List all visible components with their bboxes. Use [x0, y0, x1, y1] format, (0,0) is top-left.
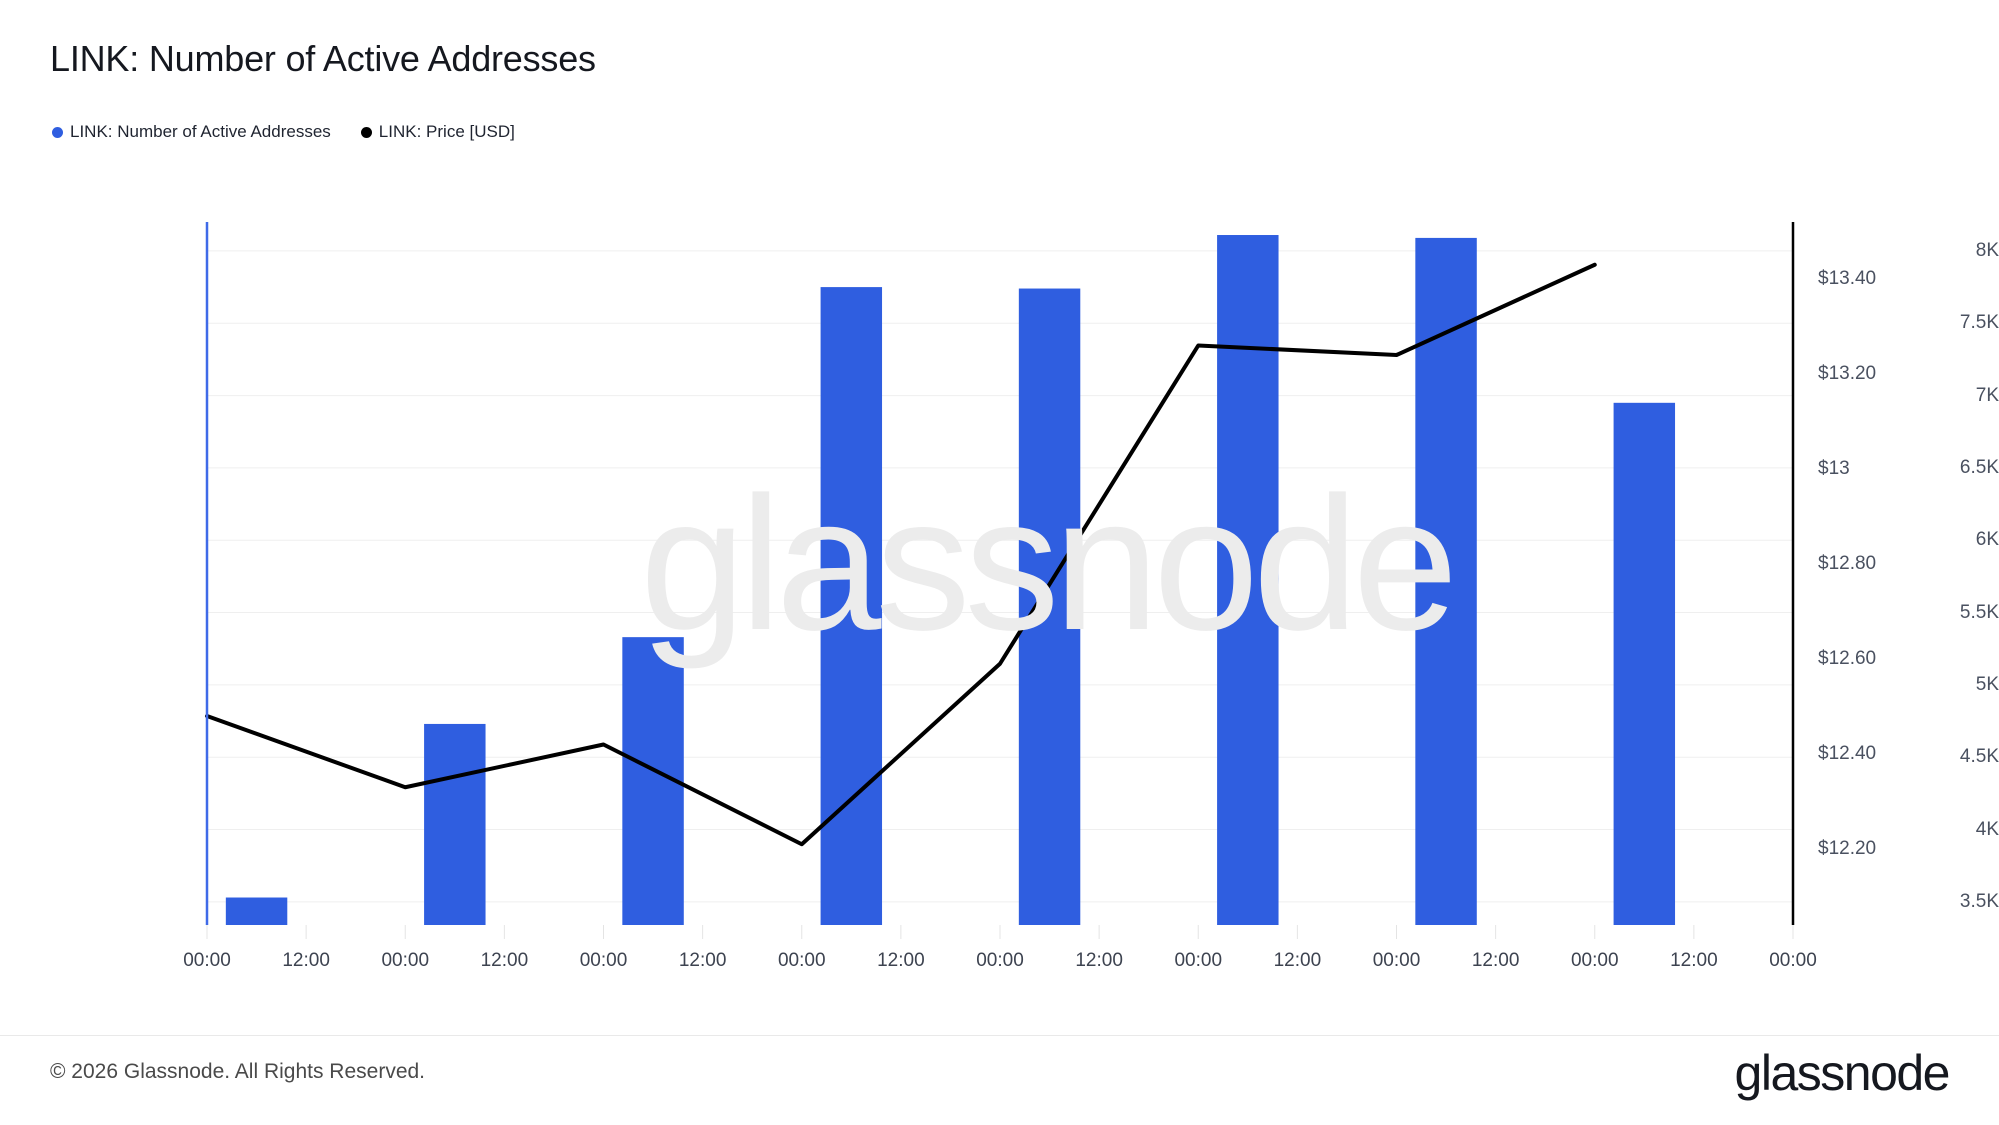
- plot-area: glassnode 3.5K 4K 4.5K 5K 5.5K 6K 6.5K 7K 7.5K 8K…: [183, 222, 1999, 971]
- circle-dot-icon: [360, 126, 372, 138]
- y-axis-right-tick-label: $13.40: [1818, 268, 1877, 289]
- copyright-text: © 2026 Glassnode. All Rights Reserved.: [50, 1060, 426, 1083]
- y-axis-right-tick-label: $13.20: [1818, 363, 1877, 384]
- legend-item-price[interactable]: LINK: Price [USD]: [360, 122, 515, 142]
- y-axis-right-tick-label: $12.80: [1818, 553, 1877, 574]
- bar-active-addresses[interactable]: [1613, 402, 1676, 925]
- y-axis-left-tick-label: 4.5K: [1959, 746, 1999, 768]
- y-axis-left-tick-label: 5.5K: [1959, 601, 1999, 623]
- y-axis-left-tick-label: 3.5K: [1959, 890, 1999, 912]
- bar-active-addresses[interactable]: [424, 723, 486, 925]
- y-axis-left-tick-label: 6K: [1975, 529, 1999, 551]
- x-axis-tick-label: 00:00: [381, 950, 430, 971]
- glassnode-logo: glassnode: [1734, 1045, 1951, 1101]
- circle-dot-icon: [52, 126, 63, 138]
- y-axis-left-tick-label: 7.5K: [1959, 312, 1999, 334]
- legend-item-active-addresses[interactable]: LINK: Number of Active Addresses: [52, 122, 331, 142]
- y-axis-left-tick-label: 6.5K: [1959, 456, 1999, 478]
- page-title: LINK: Number of Active Addresses: [50, 38, 596, 79]
- bar-active-addresses[interactable]: [820, 287, 883, 925]
- y-axis-left-tick-label: 8K: [1975, 239, 1999, 261]
- x-axis-tick-label: 00:00: [976, 950, 1024, 971]
- x-axis-tick-label: 12:00: [877, 950, 925, 971]
- y-axis-right-tick-label: $12.60: [1818, 648, 1877, 669]
- x-axis-tick-label: 00:00: [1372, 950, 1421, 971]
- x-axis-tick-label: 12:00: [480, 950, 529, 971]
- x-axis-tick-label: 00:00: [579, 950, 628, 971]
- x-axis-tick-label: 00:00: [1769, 950, 1817, 971]
- y-axis-left-tick-label: 5K: [1975, 673, 1999, 695]
- x-axis-tick-label: 12:00: [1670, 950, 1718, 971]
- y-axis-left-tick-label: 4K: [1975, 818, 1999, 840]
- x-axis-tick-label: 12:00: [678, 950, 727, 971]
- bar-active-addresses[interactable]: [1018, 288, 1081, 926]
- chart-legend: LINK: Number of Active Addresses LINK: P…: [52, 122, 515, 142]
- bar-active-addresses[interactable]: [225, 897, 288, 925]
- x-axis-tick-label: 00:00: [1174, 950, 1223, 971]
- x-axis-tick-label: 12:00: [1471, 950, 1520, 971]
- legend-label-price: LINK: Price [USD]: [378, 122, 515, 141]
- chart-canvas: [205, 222, 1795, 939]
- x-axis-tick-label: 00:00: [183, 950, 231, 971]
- y-axis-right-tick-label: $12.20: [1818, 838, 1877, 859]
- y-axis-right-tick-label: $12.40: [1818, 743, 1877, 764]
- bar-active-addresses[interactable]: [1415, 237, 1477, 926]
- footer-divider: [0, 1035, 1999, 1036]
- line-price[interactable]: [205, 262, 1597, 847]
- legend-label-active-addresses: LINK: Number of Active Addresses: [70, 122, 331, 141]
- x-axis-tick-label: 12:00: [1273, 950, 1322, 971]
- x-axis-tick-label: 12:00: [282, 950, 330, 971]
- x-axis-tick-label: 00:00: [777, 950, 826, 971]
- bar-active-addresses[interactable]: [1217, 235, 1279, 925]
- x-axis-tick-label: 12:00: [1075, 950, 1123, 971]
- y-axis-right-tick-label: $13: [1818, 458, 1850, 479]
- x-axis-tick-label: 00:00: [1570, 950, 1619, 971]
- y-axis-left-tick-label: 7K: [1975, 384, 1999, 406]
